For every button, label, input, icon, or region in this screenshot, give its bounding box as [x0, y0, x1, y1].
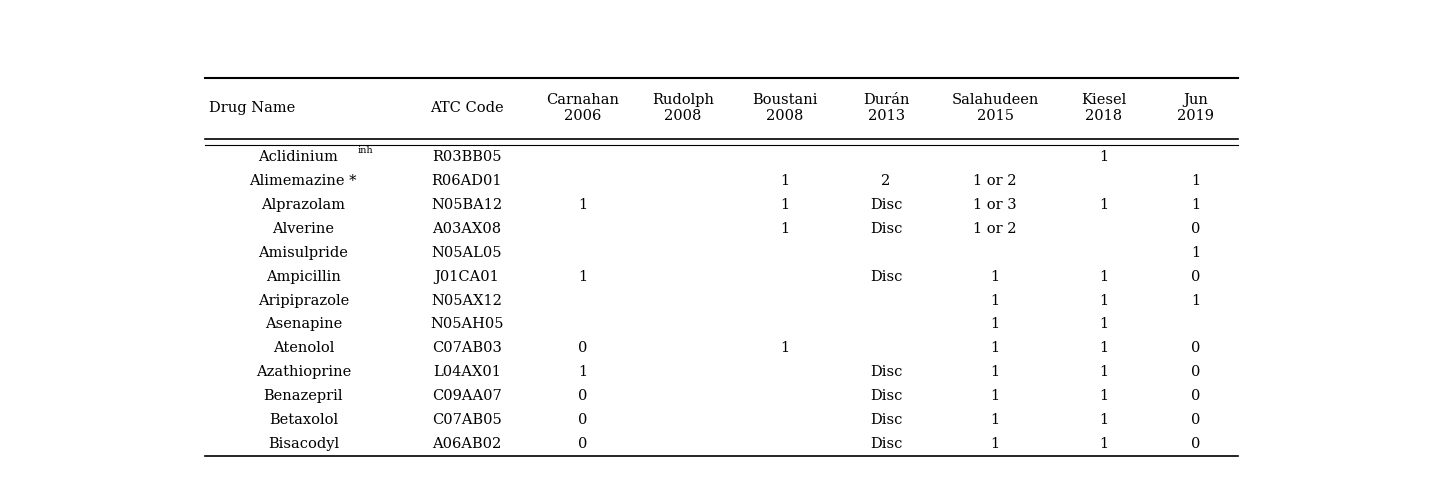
Text: 0: 0 [1191, 365, 1201, 379]
Text: Jun
2019: Jun 2019 [1178, 93, 1214, 123]
Text: Atenolol: Atenolol [272, 341, 333, 355]
Text: N05AH05: N05AH05 [430, 317, 504, 332]
Text: Drug Name: Drug Name [210, 101, 296, 115]
Text: 1: 1 [990, 365, 1000, 379]
Text: N05AL05: N05AL05 [431, 246, 502, 260]
Text: Boustani
2008: Boustani 2008 [751, 93, 817, 123]
Text: 1: 1 [990, 341, 1000, 355]
Text: Ampicillin: Ampicillin [266, 270, 341, 284]
Text: 1 or 2: 1 or 2 [973, 222, 1016, 236]
Text: 1: 1 [1099, 437, 1108, 451]
Text: 1: 1 [1191, 294, 1200, 308]
Text: Disc: Disc [869, 270, 903, 284]
Text: 0: 0 [578, 437, 587, 451]
Text: R06AD01: R06AD01 [431, 174, 502, 188]
Text: 0: 0 [1191, 222, 1201, 236]
Text: Kiesel
2018: Kiesel 2018 [1082, 93, 1127, 123]
Text: 1: 1 [1099, 413, 1108, 427]
Text: 1: 1 [990, 389, 1000, 403]
Text: 1: 1 [780, 174, 789, 188]
Text: 0: 0 [578, 341, 587, 355]
Text: 1: 1 [1099, 294, 1108, 308]
Text: 1: 1 [578, 198, 587, 212]
Text: 1: 1 [1099, 341, 1108, 355]
Text: Carnahan
2006: Carnahan 2006 [546, 93, 619, 123]
Text: Alprazolam: Alprazolam [261, 198, 345, 212]
Text: Disc: Disc [869, 413, 903, 427]
Text: 0: 0 [578, 389, 587, 403]
Text: Alimemazine *: Alimemazine * [249, 174, 357, 188]
Text: 1: 1 [990, 270, 1000, 284]
Text: L04AX01: L04AX01 [432, 365, 501, 379]
Text: Disc: Disc [869, 437, 903, 451]
Text: Alverine: Alverine [272, 222, 335, 236]
Text: Disc: Disc [869, 365, 903, 379]
Text: 2: 2 [881, 174, 891, 188]
Text: 1: 1 [1099, 365, 1108, 379]
Text: Durán
2013: Durán 2013 [863, 93, 910, 123]
Text: 1: 1 [780, 198, 789, 212]
Text: 1: 1 [1191, 198, 1200, 212]
Text: 1: 1 [990, 317, 1000, 332]
Text: 0: 0 [1191, 341, 1201, 355]
Text: Amisulpride: Amisulpride [258, 246, 348, 260]
Text: 0: 0 [1191, 389, 1201, 403]
Text: Asenapine: Asenapine [265, 317, 342, 332]
Text: Aclidinium: Aclidinium [258, 151, 338, 164]
Text: 0: 0 [1191, 413, 1201, 427]
Text: 1 or 2: 1 or 2 [973, 174, 1016, 188]
Text: ATC Code: ATC Code [430, 101, 504, 115]
Text: 0: 0 [578, 413, 587, 427]
Text: 1: 1 [780, 222, 789, 236]
Text: J01CA01: J01CA01 [434, 270, 499, 284]
Text: 1: 1 [780, 341, 789, 355]
Text: 1: 1 [1099, 151, 1108, 164]
Text: Rudolph
2008: Rudolph 2008 [652, 93, 713, 123]
Text: 1: 1 [578, 365, 587, 379]
Text: 1: 1 [990, 294, 1000, 308]
Text: 1: 1 [578, 270, 587, 284]
Text: Azathioprine: Azathioprine [256, 365, 351, 379]
Text: Betaxolol: Betaxolol [269, 413, 338, 427]
Text: A03AX08: A03AX08 [432, 222, 501, 236]
Text: N05BA12: N05BA12 [431, 198, 502, 212]
Text: 1 or 3: 1 or 3 [973, 198, 1016, 212]
Text: 0: 0 [1191, 270, 1201, 284]
Text: C09AA07: C09AA07 [432, 389, 502, 403]
Text: 1: 1 [1099, 317, 1108, 332]
Text: 1: 1 [1099, 270, 1108, 284]
Text: Salahudeen
2015: Salahudeen 2015 [951, 93, 1038, 123]
Text: 1: 1 [990, 437, 1000, 451]
Text: 1: 1 [1099, 198, 1108, 212]
Text: 1: 1 [1191, 174, 1200, 188]
Text: C07AB03: C07AB03 [432, 341, 502, 355]
Text: 0: 0 [1191, 437, 1201, 451]
Text: Disc: Disc [869, 222, 903, 236]
Text: C07AB05: C07AB05 [432, 413, 502, 427]
Text: N05AX12: N05AX12 [431, 294, 502, 308]
Text: R03BB05: R03BB05 [432, 151, 502, 164]
Text: Bisacodyl: Bisacodyl [268, 437, 339, 451]
Text: 1: 1 [1191, 246, 1200, 260]
Text: Aripiprazole: Aripiprazole [258, 294, 349, 308]
Text: A06AB02: A06AB02 [432, 437, 501, 451]
Text: 1: 1 [1099, 389, 1108, 403]
Text: inh: inh [358, 146, 373, 155]
Text: 1: 1 [990, 413, 1000, 427]
Text: Disc: Disc [869, 389, 903, 403]
Text: Disc: Disc [869, 198, 903, 212]
Text: Benazepril: Benazepril [264, 389, 344, 403]
